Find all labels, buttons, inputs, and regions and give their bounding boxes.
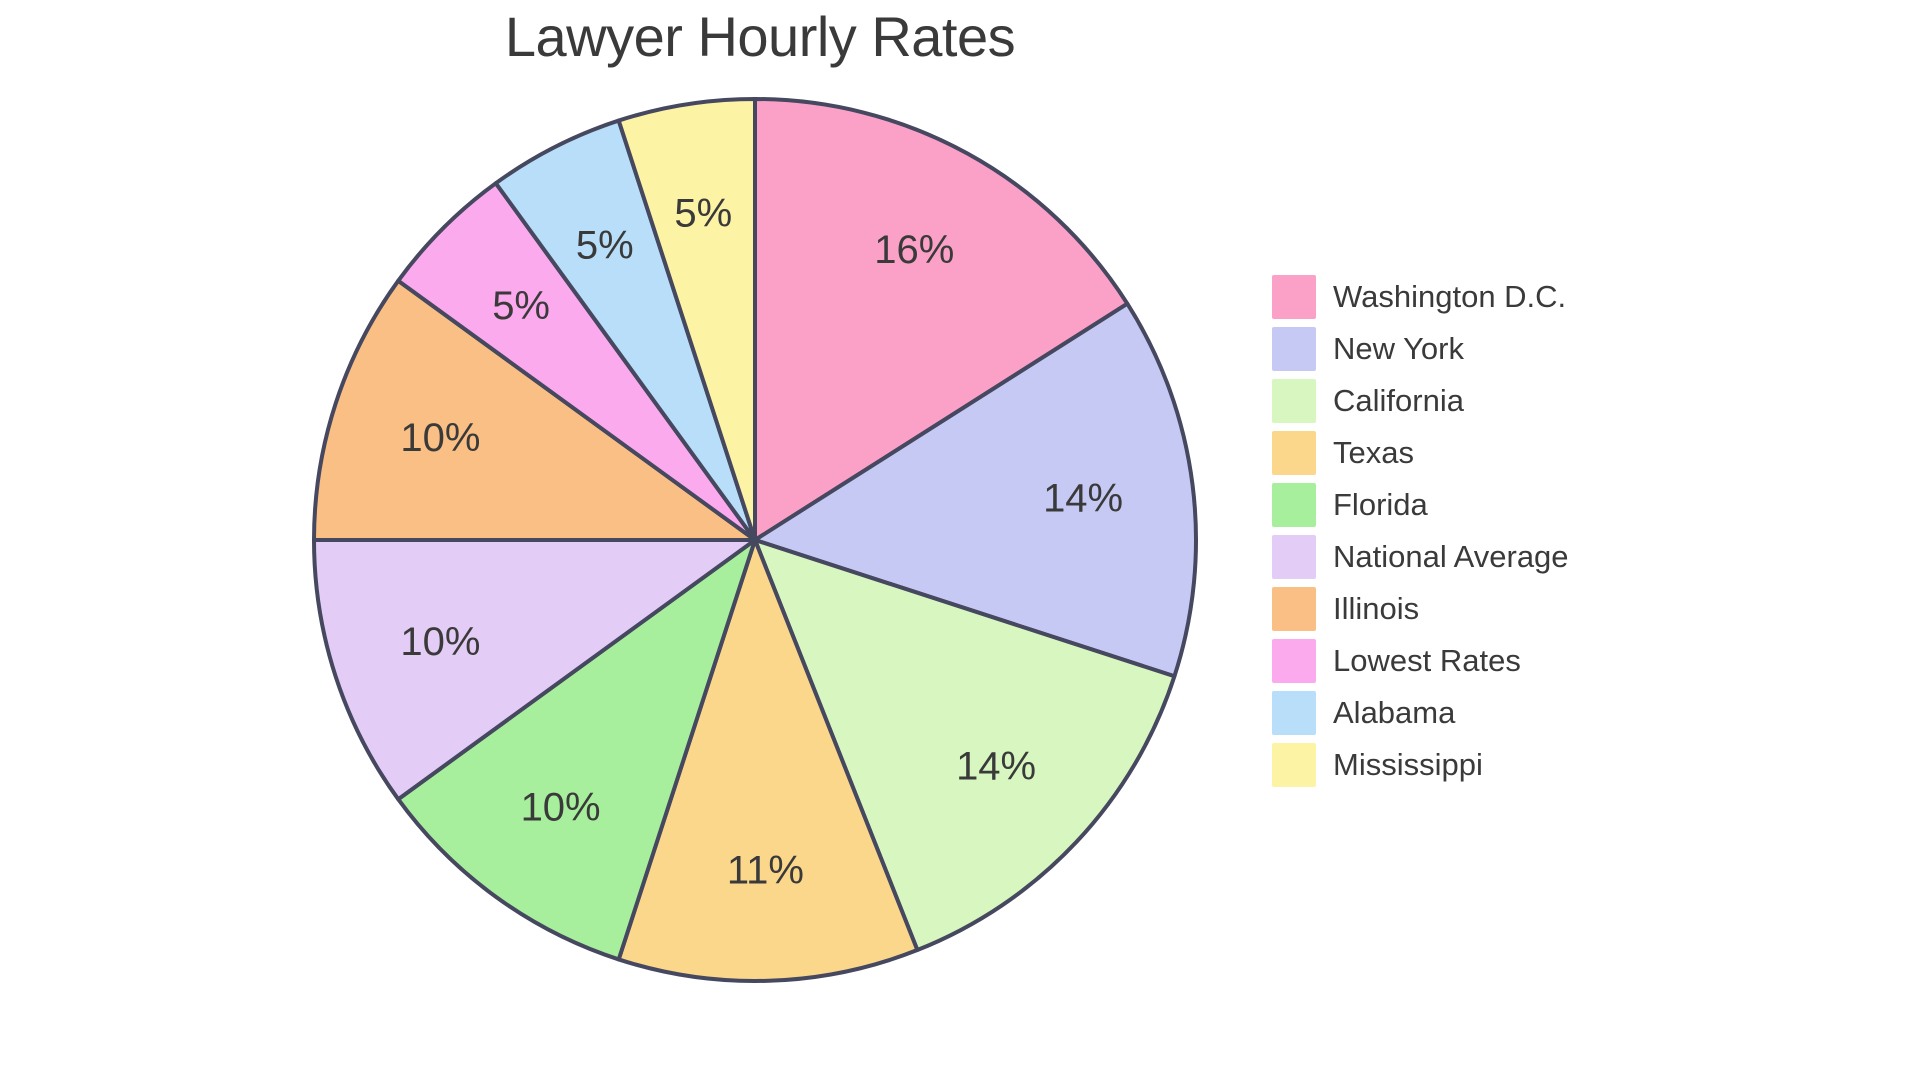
pie-slice-california: [753, 538, 1177, 953]
pie-labels-group: 16% 14% 14% 11% 10% 10% 10% 5% 5% 5%: [400, 191, 1123, 892]
slice-percent-label: 10%: [400, 620, 480, 664]
slice-percent-label: 14%: [1043, 477, 1123, 521]
legend-item: Florida: [1272, 483, 1569, 527]
legend-swatch: [1272, 639, 1316, 683]
legend-swatch: [1272, 535, 1316, 579]
legend-label: Illinois: [1333, 591, 1420, 626]
legend-swatch: [1272, 587, 1316, 631]
slice-percent-label: 11%: [727, 849, 804, 893]
pie-slice-mississippi: [616, 97, 757, 542]
pie-slice-new-york: [753, 301, 1198, 679]
legend-item: New York: [1272, 327, 1569, 371]
slice-percent-label: 5%: [576, 223, 634, 267]
legend-swatch: [1272, 743, 1316, 787]
legend-label: National Average: [1333, 539, 1569, 574]
legend-label: Lowest Rates: [1333, 643, 1521, 678]
slice-percent-label: 5%: [674, 191, 732, 235]
legend-item: Alabama: [1272, 691, 1569, 735]
legend-label: California: [1333, 383, 1464, 418]
legend-swatch: [1272, 483, 1316, 527]
legend-swatch: [1272, 275, 1316, 319]
slice-percent-label: 14%: [956, 744, 1036, 788]
pie-slice-florida: [396, 538, 757, 962]
slice-percent-label: 16%: [874, 228, 954, 272]
legend-item: Texas: [1272, 431, 1569, 475]
pie-chart: 16% 14% 14% 11% 10% 10% 10% 5% 5% 5%: [312, 97, 1198, 983]
legend-item: National Average: [1272, 535, 1569, 579]
chart-title: Lawyer Hourly Rates: [504, 5, 1016, 68]
pie-slices-group: [312, 97, 1198, 983]
legend-label: New York: [1333, 331, 1464, 366]
legend-swatch: [1272, 691, 1316, 735]
pie-slice-texas: [616, 538, 920, 983]
legend-swatch: [1272, 379, 1316, 423]
legend-label: Washington D.C.: [1333, 279, 1567, 314]
legend-label: Florida: [1333, 487, 1428, 522]
pie-slice-national-average: [312, 538, 757, 802]
slice-percent-label: 5%: [492, 284, 550, 328]
pie-slice-washington-d-c: [753, 97, 1130, 542]
legend-item: Illinois: [1272, 587, 1569, 631]
legend-item: California: [1272, 379, 1569, 423]
slice-percent-label: 10%: [521, 786, 601, 830]
legend-label: Mississippi: [1333, 747, 1483, 782]
slice-percent-label: 10%: [400, 416, 480, 460]
legend-label: Texas: [1333, 435, 1414, 470]
legend-item: Washington D.C.: [1272, 275, 1569, 319]
pie-slice-illinois: [312, 278, 757, 542]
legend-item: Lowest Rates: [1272, 639, 1569, 683]
legend-swatch: [1272, 431, 1316, 475]
legend-item: Mississippi: [1272, 743, 1569, 787]
legend-label: Alabama: [1333, 695, 1456, 730]
legend: Washington D.C. New York California Texas Fl…: [1272, 275, 1569, 787]
legend-swatch: [1272, 327, 1316, 371]
